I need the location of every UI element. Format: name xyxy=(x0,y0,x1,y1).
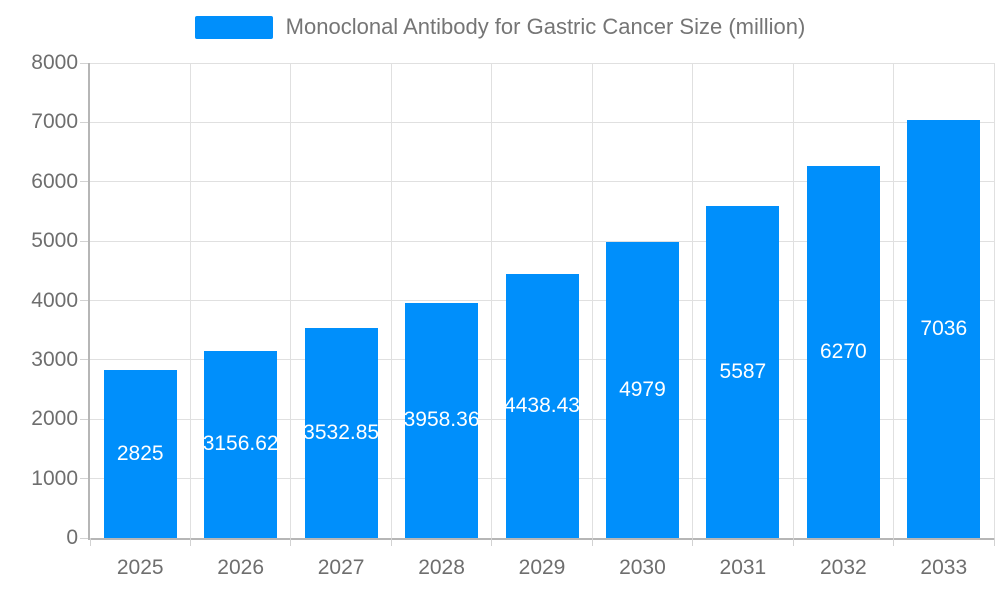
v-gridline xyxy=(792,63,794,538)
x-axis-tick xyxy=(591,538,593,546)
x-axis-tick xyxy=(993,538,995,546)
y-axis-tick xyxy=(80,181,88,183)
y-axis-label: 7000 xyxy=(31,110,78,134)
x-axis-tick xyxy=(692,538,694,546)
y-axis-tick xyxy=(80,418,88,420)
y-axis-tick xyxy=(80,359,88,361)
y-axis-label: 1000 xyxy=(31,466,78,490)
bar-2025[interactable]: 2825 xyxy=(103,370,177,538)
legend-marker-swatch xyxy=(194,15,273,39)
v-gridline xyxy=(290,63,292,538)
x-axis-tick xyxy=(893,538,895,546)
bar-value-label: 7036 xyxy=(920,317,968,341)
bar-value-label: 4438.43 xyxy=(504,394,580,418)
y-axis-label: 8000 xyxy=(31,51,78,74)
legend-item[interactable]: Monoclonal Antibody for Gastric Cancer S… xyxy=(194,14,806,40)
bar-2027[interactable]: 3532.85 xyxy=(303,328,380,538)
x-axis-label: 2031 xyxy=(719,556,767,579)
bar-2032[interactable]: 6270 xyxy=(806,165,880,538)
v-gridline xyxy=(390,63,392,538)
bar-2030[interactable]: 4979 xyxy=(605,242,679,538)
bar-value-label: 3156.62 xyxy=(202,432,279,456)
y-axis-label: 4000 xyxy=(31,288,78,312)
y-axis-label: 3000 xyxy=(31,347,78,371)
y-axis-label: 6000 xyxy=(31,169,78,193)
y-axis-tick xyxy=(80,537,88,539)
x-axis-label: 2027 xyxy=(317,556,365,579)
h-gridline xyxy=(90,62,994,64)
y-axis-label: 0 xyxy=(66,526,78,549)
plot-area: 0 1000 2000 3000 4000 5000 6000 7000 8000 2025 282… xyxy=(31,52,995,579)
y-axis-tick xyxy=(80,300,88,301)
y-axis-label: 2000 xyxy=(31,407,78,431)
x-axis-tick xyxy=(491,538,493,546)
v-gridline xyxy=(893,63,895,538)
x-axis-label: 2032 xyxy=(819,556,867,579)
y-axis-label: 5000 xyxy=(31,229,78,253)
x-axis-tick xyxy=(390,538,392,546)
v-gridline xyxy=(189,63,191,538)
bar-value-label: 4979 xyxy=(619,378,666,402)
bar-value-label: 3958.36 xyxy=(403,408,480,432)
x-axis-label: 2033 xyxy=(920,556,968,579)
x-axis-tick xyxy=(89,538,91,546)
bar-2029[interactable]: 4438.43 xyxy=(504,274,580,538)
x-axis-label: 2025 xyxy=(116,556,164,579)
v-gridline xyxy=(591,63,593,538)
bar-2028[interactable]: 3958.36 xyxy=(403,302,480,538)
h-gridline xyxy=(90,121,994,123)
x-axis-tick xyxy=(290,538,292,546)
y-axis-tick xyxy=(80,240,88,242)
y-axis-tick xyxy=(80,62,88,64)
y-axis-tick xyxy=(80,121,88,123)
legend: Monoclonal Antibody for Gastric Cancer S… xyxy=(0,14,1000,40)
y-axis-tick xyxy=(80,478,88,480)
h-gridline xyxy=(90,240,994,242)
v-gridline xyxy=(692,63,694,538)
v-gridline xyxy=(993,63,995,538)
bar-2031[interactable]: 5587 xyxy=(706,206,780,538)
bar-2026[interactable]: 3156.62 xyxy=(202,350,279,538)
bar-value-label: 5587 xyxy=(719,360,767,384)
x-axis-label: 2026 xyxy=(217,556,265,579)
legend-label: Monoclonal Antibody for Gastric Cancer S… xyxy=(285,14,806,39)
bar-value-label: 3532.85 xyxy=(303,421,380,445)
x-axis-label: 2029 xyxy=(518,556,566,579)
bar-value-label: 6270 xyxy=(819,339,867,363)
x-axis-tick xyxy=(792,538,794,546)
bar-value-label: 2825 xyxy=(116,442,164,466)
x-axis-label: 2028 xyxy=(418,556,465,579)
h-gridline xyxy=(90,181,994,183)
v-gridline xyxy=(491,63,493,538)
x-axis-label: 2030 xyxy=(619,556,666,579)
bar-2033[interactable]: 7036 xyxy=(907,120,981,538)
x-axis-tick xyxy=(189,538,191,546)
